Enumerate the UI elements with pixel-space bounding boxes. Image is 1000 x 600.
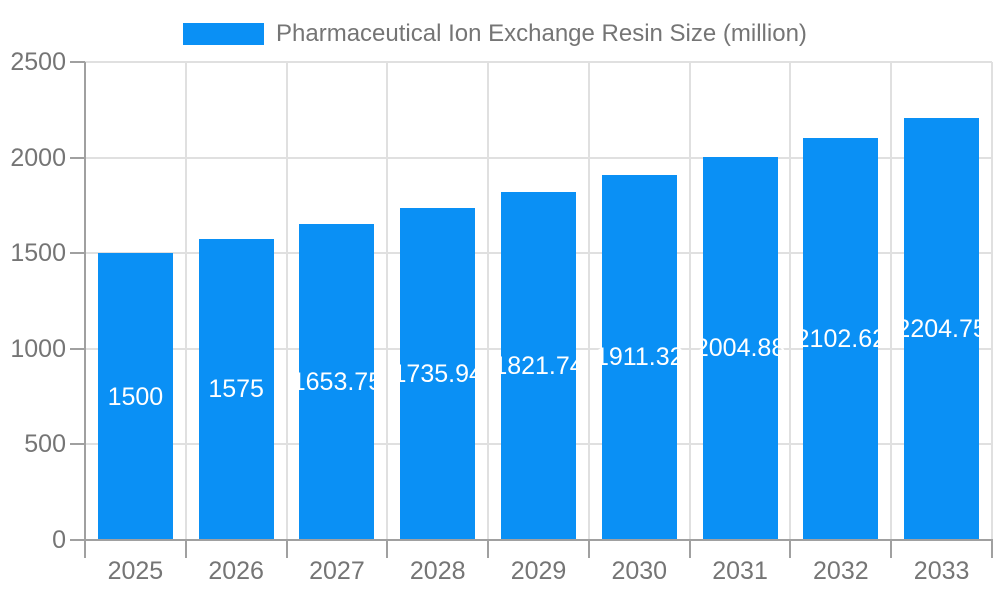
bar[interactable] <box>702 156 778 540</box>
x-axis-label: 2028 <box>409 557 466 585</box>
x-axis-label: 2030 <box>611 557 668 585</box>
y-axis-label: 2000 <box>10 143 66 172</box>
x-axis-tick <box>587 540 590 558</box>
x-axis-label: 2027 <box>309 557 365 585</box>
x-axis-label: 2025 <box>107 557 164 585</box>
y-axis-label: 2500 <box>10 48 66 76</box>
y-axis-label: 500 <box>24 430 66 459</box>
bar[interactable] <box>97 253 173 540</box>
bar[interactable] <box>501 191 576 540</box>
x-axis-label: 2032 <box>813 557 869 585</box>
x-axis-label: 2026 <box>208 557 264 585</box>
x-axis-tick <box>386 540 389 558</box>
bar[interactable] <box>400 208 476 540</box>
legend-swatch-icon <box>183 23 264 45</box>
y-axis-tick <box>70 443 85 446</box>
y-gridline <box>85 61 992 63</box>
x-axis-tick <box>487 540 490 558</box>
x-gridline <box>890 62 893 540</box>
y-axis-tick <box>70 347 85 350</box>
bar[interactable] <box>601 174 677 540</box>
x-axis-tick <box>890 540 893 558</box>
x-gridline <box>688 62 691 540</box>
x-gridline <box>386 62 389 540</box>
x-gridline <box>285 62 288 540</box>
x-gridline <box>789 62 792 540</box>
x-axis-tick <box>789 540 792 558</box>
x-gridline <box>991 62 993 540</box>
x-gridline <box>587 62 590 540</box>
x-gridline <box>184 62 187 540</box>
legend[interactable]: Pharmaceutical Ion Exchange Resin Size (… <box>183 20 807 48</box>
y-axis-tick <box>70 539 85 541</box>
y-axis-line <box>84 62 86 558</box>
x-axis-label: 2033 <box>913 557 970 585</box>
y-axis-label: 0 <box>52 526 66 554</box>
y-axis-tick <box>70 252 85 255</box>
y-axis-label: 1000 <box>10 334 66 363</box>
x-axis-tick <box>688 540 691 558</box>
x-axis-label: 2031 <box>712 557 768 585</box>
y-axis-tick <box>70 61 85 63</box>
bar[interactable] <box>299 223 375 540</box>
x-axis-tick <box>285 540 288 558</box>
x-axis-line <box>84 539 993 541</box>
y-axis-label: 1500 <box>10 239 66 268</box>
x-axis-label: 2029 <box>510 557 567 585</box>
bar[interactable] <box>904 118 980 540</box>
bar[interactable] <box>803 137 879 540</box>
x-axis-tick <box>991 540 993 558</box>
plot-area: 1500 1575 1653.75 1735.94 1821.74 1911.32 2004… <box>85 61 993 540</box>
x-axis-tick <box>184 540 187 558</box>
x-gridline <box>487 62 490 540</box>
legend-label: Pharmaceutical Ion Exchange Resin Size (… <box>276 20 807 47</box>
bar[interactable] <box>198 238 274 540</box>
y-axis-tick <box>70 156 85 159</box>
y-gridline <box>85 156 992 159</box>
